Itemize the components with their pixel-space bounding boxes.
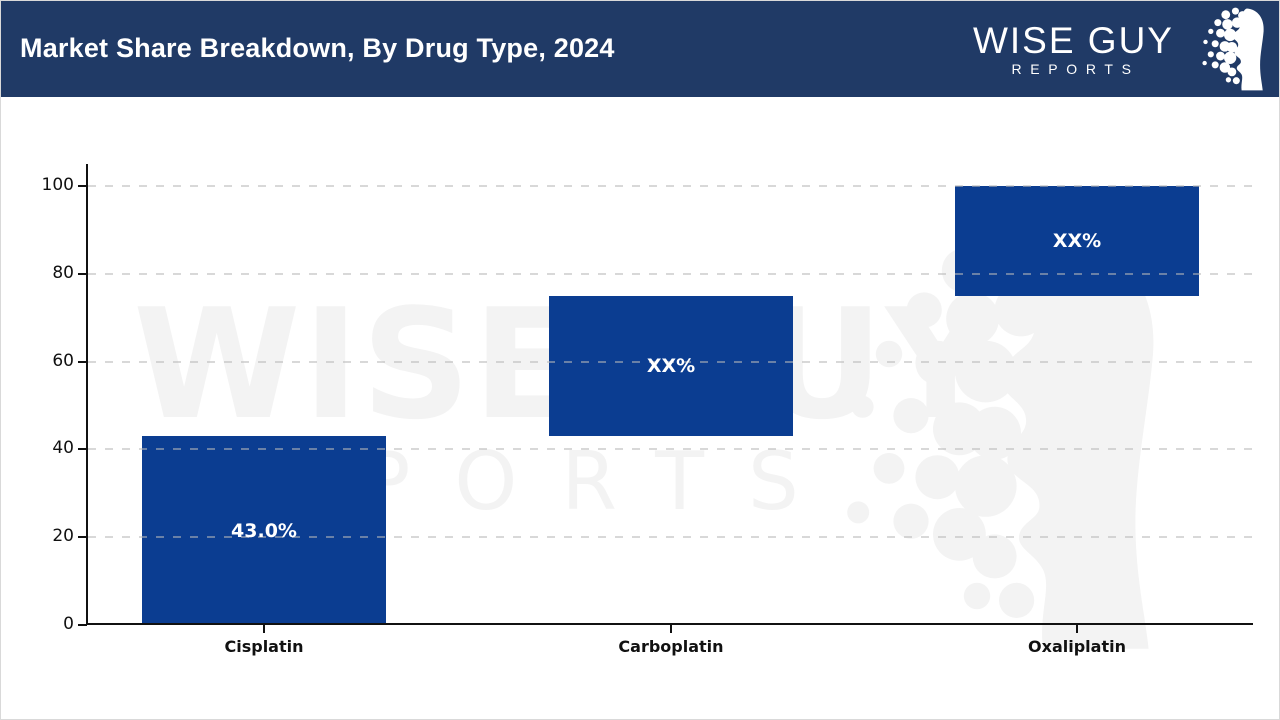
y-tick-label-100: 100 xyxy=(41,175,74,195)
x-tick-mark-cisplatin xyxy=(263,625,265,633)
gridline-20 xyxy=(88,536,1253,539)
y-tick-mark-0 xyxy=(78,624,87,626)
y-tick-mark-40 xyxy=(78,448,87,451)
x-tick-mark-oxaliplatin xyxy=(1076,625,1078,633)
bar-value-label: XX% xyxy=(1052,229,1102,252)
bar-cisplatin xyxy=(142,436,386,625)
bar-carboplatin xyxy=(549,295,793,437)
page-title: Market Share Breakdown, By Drug Type, 20… xyxy=(20,33,615,63)
y-tick-mark-80 xyxy=(78,272,87,275)
logo-wiseguy-text: WISE GUY xyxy=(972,19,1174,61)
y-tick-label-40: 40 xyxy=(52,438,74,459)
y-tick-mark-100 xyxy=(78,185,87,187)
logo-wordmark: WISE GUY REPORTS xyxy=(973,22,1174,76)
y-tick-mark-60 xyxy=(78,360,87,363)
y-tick-label-80: 80 xyxy=(52,262,74,283)
y-tick-label-0: 0 xyxy=(63,614,74,634)
gridline-100 xyxy=(88,185,1253,187)
y-tick-mark-20 xyxy=(78,536,87,539)
wiseguy-logo: WISE GUY REPORTS xyxy=(973,5,1270,93)
watermark-head-icon xyxy=(847,235,1154,649)
y-tick-label-20: 20 xyxy=(52,526,74,547)
x-tick-label-carboplatin: Carboplatin xyxy=(618,637,724,656)
bar-oxaliplatin xyxy=(955,186,1199,296)
bar-value-label: XX% xyxy=(646,354,696,377)
dotted-head-icon xyxy=(1202,7,1264,90)
y-axis-line xyxy=(86,164,88,625)
plot-region: 43.0% XX% XX% 0 20 40 60 80 100 Cisplatin Carbopla… xyxy=(0,97,1280,720)
chart-canvas: WISE GUY REPORTS 43.0% XX% XX% 0 20 40 60 80 100… xyxy=(0,97,1280,720)
bar-value-label: 43.0% xyxy=(231,519,297,542)
gridline-80 xyxy=(88,272,1253,275)
gridline-40 xyxy=(88,448,1253,451)
logo-reports-text: REPORTS xyxy=(1011,60,1140,77)
gridline-60 xyxy=(88,360,1253,363)
x-tick-label-oxaliplatin: Oxaliplatin xyxy=(1028,637,1126,656)
x-tick-label-cisplatin: Cisplatin xyxy=(224,637,304,656)
header-bar: Market Share Breakdown, By Drug Type, 20… xyxy=(0,0,1280,97)
x-axis-line xyxy=(86,623,1253,625)
y-tick-label-60: 60 xyxy=(52,350,74,371)
x-tick-mark-carboplatin xyxy=(670,625,672,633)
